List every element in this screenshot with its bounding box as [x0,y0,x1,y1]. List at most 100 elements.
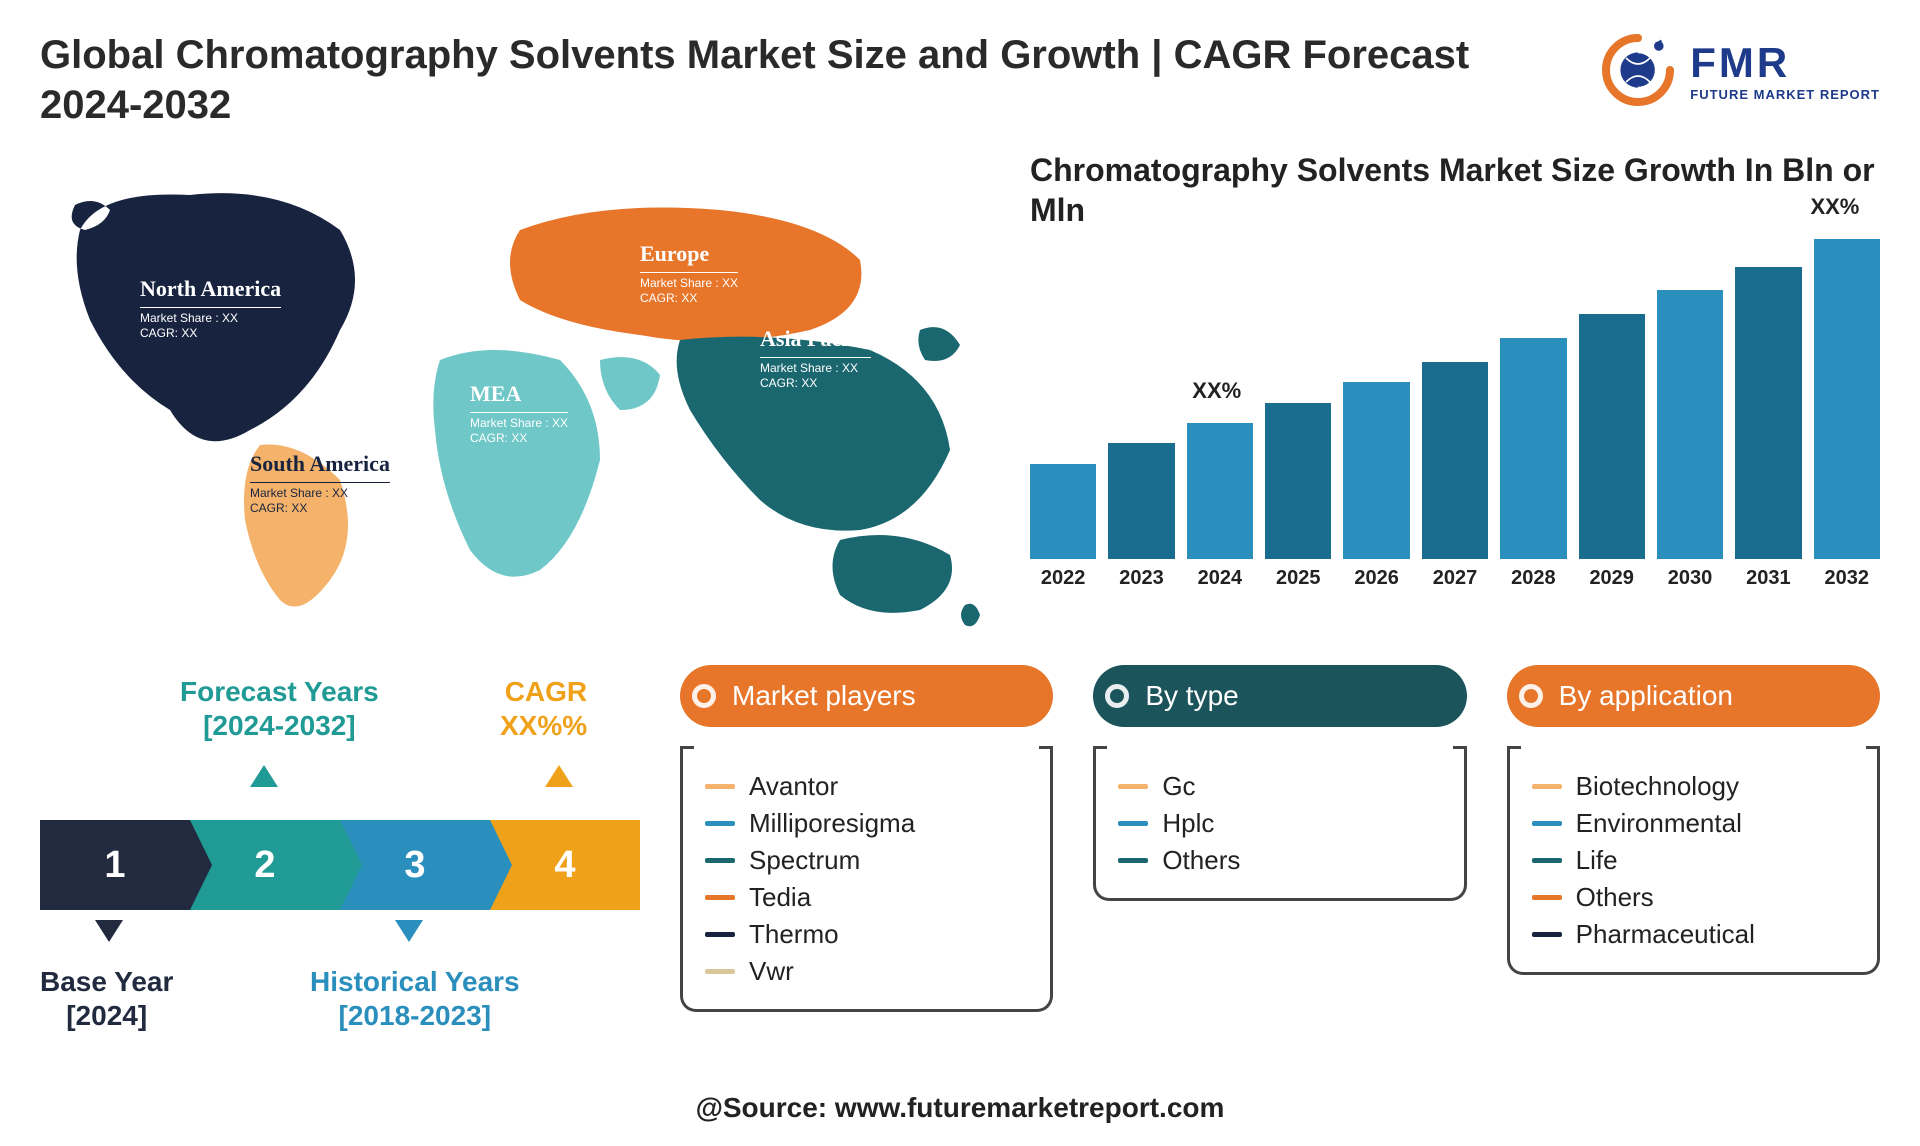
list-item-label: Vwr [749,956,794,987]
bar-2027: 2027 [1422,362,1488,590]
bar-rect [1735,267,1801,559]
timeline-segment-2: 2 [190,820,340,910]
bar-rect [1422,362,1488,559]
bullet-icon [692,684,716,708]
bar-rect [1814,239,1880,559]
legend-dash-icon [1532,895,1562,900]
list-item: Milliporesigma [705,808,1028,839]
list-item: Environmental [1532,808,1855,839]
bar-2026: 2026 [1343,382,1409,590]
legend-dash-icon [1532,784,1562,789]
bar-2030: 2030 [1657,290,1723,590]
upper-row: North AmericaMarket Share : XXCAGR: XXSo… [40,150,1880,630]
market-players-list: Avantor Milliporesigma Spectrum Tedia Thermo… [680,749,1053,1012]
list-item: Tedia [705,882,1028,913]
list-item-label: Thermo [749,919,839,950]
market-players-header: Market players [680,665,1053,727]
forecast-years-label: Forecast Years [2024-2032] [180,675,379,742]
bars-container: 2022 2023 2024 2025 2026 2027 2028 2029 2030 2031… [1030,230,1880,590]
list-item-label: Others [1576,882,1654,913]
timeline-segment-1: 1 [40,820,190,910]
list-item: Spectrum [705,845,1028,876]
bar-year-label: 2023 [1119,567,1164,590]
legend-dash-icon [705,969,735,974]
timeline-chart: Forecast Years [2024-2032] CAGR XX%% 123… [40,665,640,1045]
legend-dash-icon [705,932,735,937]
bar-year-label: 2024 [1198,567,1243,590]
bullet-icon [1105,684,1129,708]
bullet-icon [1519,684,1543,708]
logo-text: FMR [1690,39,1880,87]
list-item: Others [1118,845,1441,876]
bar-year-label: 2031 [1746,567,1791,590]
legend-dash-icon [1118,821,1148,826]
bar-year-label: 2022 [1041,567,1086,590]
bar-2023: 2023 [1108,443,1174,590]
bar-year-label: 2025 [1276,567,1321,590]
bar-rect [1500,338,1566,559]
bar-2025: 2025 [1265,403,1331,590]
bar-year-label: 2032 [1825,567,1870,590]
bar-rect [1343,382,1409,559]
lower-row: Forecast Years [2024-2032] CAGR XX%% 123… [40,665,1880,1045]
bar-rect [1030,464,1096,559]
bar-rect [1187,423,1253,559]
region-label-mea: MEAMarket Share : XXCAGR: XX [470,380,568,447]
bar-year-label: 2029 [1589,567,1634,590]
base-year-label: Base Year [2024] [40,965,173,1032]
list-item-label: Others [1162,845,1240,876]
cagr-label: CAGR XX%% [500,675,587,742]
by-type-list: Gc Hplc Others [1093,749,1466,901]
by-application-list: BiotechnologyEnvironmentalLifeOthersPhar… [1507,749,1880,975]
list-item: Avantor [705,771,1028,802]
bar-year-label: 2030 [1668,567,1713,590]
legend-dash-icon [1532,932,1562,937]
bar-2032: 2032 [1814,239,1880,590]
market-players-section: Market players Avantor Milliporesigma Spec… [680,665,1053,1045]
fmr-globe-icon [1598,30,1678,110]
historical-arrow-icon [395,920,423,942]
legend-dash-icon [1532,858,1562,863]
bar-annotation: XX% [1810,194,1859,220]
legend-dash-icon [705,784,735,789]
brand-logo: FMR FUTURE MARKET REPORT [1598,30,1880,110]
bar-rect [1265,403,1331,559]
header: Global Chromatography Solvents Market Si… [40,30,1880,130]
legend-dash-icon [1118,784,1148,789]
bar-2028: 2028 [1500,338,1566,590]
list-item: Hplc [1118,808,1441,839]
bar-year-label: 2028 [1511,567,1556,590]
bar-2024: 2024 [1187,423,1253,590]
cagr-arrow-icon [545,765,573,787]
forecast-arrow-icon [250,765,278,787]
list-item-label: Gc [1162,771,1195,802]
bar-year-label: 2027 [1433,567,1478,590]
by-application-header: By application [1507,665,1880,727]
by-type-section: By type Gc Hplc Others [1093,665,1466,1045]
bar-2022: 2022 [1030,464,1096,590]
list-item-label: Life [1576,845,1618,876]
list-item: Vwr [705,956,1028,987]
list-item-label: Hplc [1162,808,1214,839]
region-label-north-america: North AmericaMarket Share : XXCAGR: XX [140,275,281,342]
bar-rect [1108,443,1174,559]
bar-annotation: XX% [1192,378,1241,404]
list-item: Others [1532,882,1855,913]
bar-2031: 2031 [1735,267,1801,590]
list-item: Gc [1118,771,1441,802]
base-arrow-icon [95,920,123,942]
timeline-segment-4: 4 [490,820,640,910]
region-label-europe: EuropeMarket Share : XXCAGR: XX [640,240,738,307]
timeline-bar: 1234 [40,820,640,910]
list-item: Biotechnology [1532,771,1855,802]
legend-dash-icon [705,895,735,900]
by-type-header: By type [1093,665,1466,727]
timeline-segment-3: 3 [340,820,490,910]
page-title: Global Chromatography Solvents Market Si… [40,30,1540,130]
by-application-section: By application Biotechnology Environmenta… [1507,665,1880,1045]
bar-rect [1657,290,1723,559]
list-item: Thermo [705,919,1028,950]
chart-title: Chromatography Solvents Market Size Grow… [1030,150,1880,230]
world-map: North AmericaMarket Share : XXCAGR: XXSo… [40,150,1000,630]
region-label-asia-pacific: Asia PacificMarket Share : XXCAGR: XX [760,325,871,392]
